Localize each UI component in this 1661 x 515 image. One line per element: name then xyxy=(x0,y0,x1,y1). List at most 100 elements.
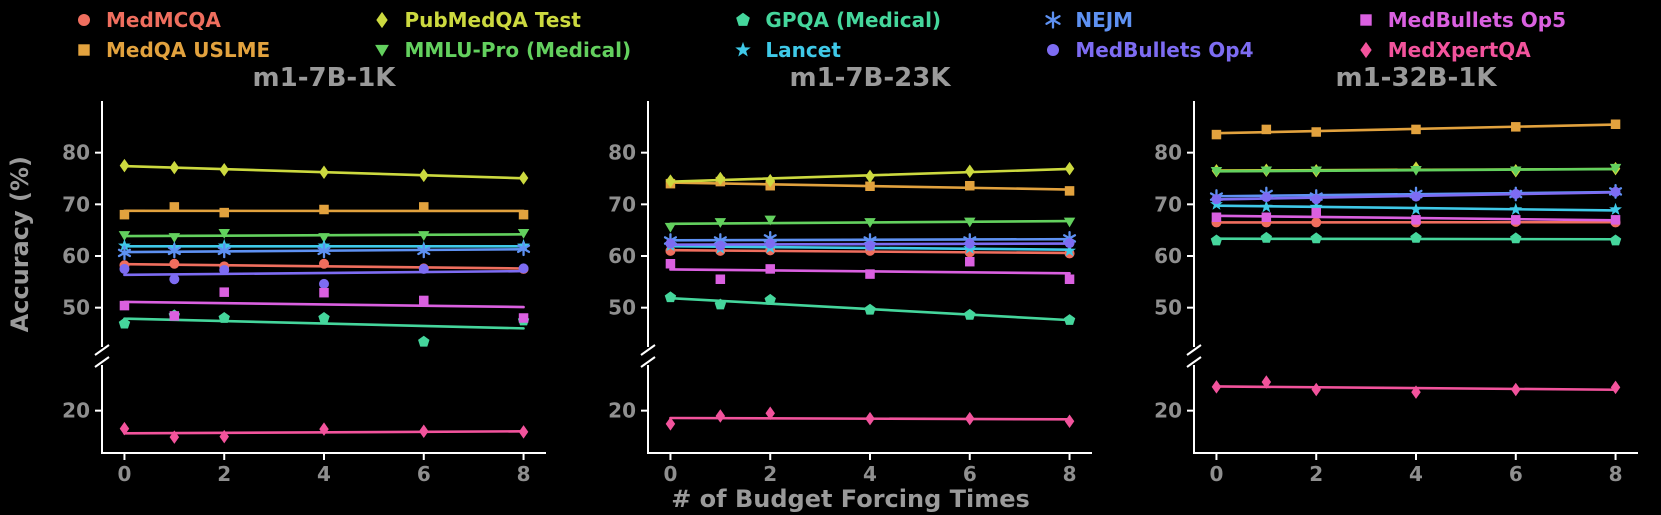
x-tick-label: 0 xyxy=(117,462,131,485)
panel-m1-7B-1K: m1-7B-1K 0 2 4 6 8 80 70 60 50 20 xyxy=(46,63,558,485)
legend-label: MedQA USLME xyxy=(106,37,271,62)
axis-break-icon xyxy=(1186,344,1202,356)
x-tick-label: 2 xyxy=(217,462,231,485)
tick-labels: 0 2 4 6 8 80 70 60 50 20 xyxy=(1154,141,1622,485)
tick-labels: 0 2 4 6 8 80 70 60 50 20 xyxy=(62,141,530,485)
series-medxpertqa xyxy=(119,421,529,444)
y-tick-label: 20 xyxy=(608,399,636,423)
x-tick-label: 4 xyxy=(863,462,877,485)
y-axis-label: Accuracy (%) xyxy=(6,155,34,333)
axes xyxy=(640,101,1092,460)
legend-label: MedBullets Op4 xyxy=(1075,37,1254,62)
series-gpqa-medical xyxy=(118,309,530,347)
pentagon-marker-icon xyxy=(736,12,751,26)
legend-label: MedXpertQA xyxy=(1387,37,1531,62)
axis-break-icon xyxy=(94,344,110,356)
y-tick-label: 60 xyxy=(608,244,636,268)
y-tick-label: 70 xyxy=(608,192,636,216)
y-tick-label: 80 xyxy=(608,141,636,165)
legend-label: PubMedQA Test xyxy=(404,7,581,32)
y-tick-label: 70 xyxy=(1154,192,1182,216)
legend: MedMCQA MedQA USLME PubMedQA Test MMLU-Pro … xyxy=(0,0,1661,63)
axis-break-icon xyxy=(640,344,656,356)
series-medbullets-op4 xyxy=(1211,186,1621,205)
x-tick-label: 4 xyxy=(317,462,331,485)
x-tick-label: 0 xyxy=(1209,462,1223,485)
series-medbullets-op5 xyxy=(665,256,1075,284)
x-tick-label: 2 xyxy=(763,462,777,485)
series-pubmedqa-test xyxy=(665,161,1075,188)
x-tick-label: 8 xyxy=(1609,462,1623,485)
legend-item-medmcqa: MedMCQA xyxy=(72,6,270,33)
series-medbullets-op4 xyxy=(665,238,1075,251)
series-medbullets-op4 xyxy=(119,263,529,289)
legend-label: MedBullets Op5 xyxy=(1387,7,1566,32)
series-medqa-uslme xyxy=(1211,119,1621,140)
star-marker-icon xyxy=(735,41,752,57)
axis-break-icon xyxy=(94,356,110,368)
y-tick-label: 20 xyxy=(1154,399,1182,423)
y-tick-label: 50 xyxy=(1154,296,1182,320)
legend-item-nejm: NEJM xyxy=(1041,6,1253,33)
tick-labels: 0 2 4 6 8 80 70 60 50 20 xyxy=(608,141,1076,485)
series-gpqa-medical xyxy=(664,291,1076,325)
x-tick-label: 4 xyxy=(1409,462,1423,485)
x-tick-label: 0 xyxy=(663,462,677,485)
legend-item-medbullets-op4: MedBullets Op4 xyxy=(1041,36,1254,63)
y-tick-label: 70 xyxy=(62,192,90,216)
legend-item-medbullets-op5: MedBullets Op5 xyxy=(1354,6,1566,33)
x-axis-label: # of Budget Forcing Times xyxy=(671,485,1030,513)
legend-label: MedMCQA xyxy=(106,7,221,32)
legend-column: NEJM MedBullets Op4 xyxy=(1041,6,1254,63)
diamond-marker-icon xyxy=(1360,41,1372,58)
y-tick-label: 50 xyxy=(62,296,90,320)
diamond-marker-icon xyxy=(376,11,389,28)
legend-item-medxpertqa: MedXpertQA xyxy=(1354,36,1566,63)
series-mmlu-pro-medical xyxy=(118,229,530,243)
legend-label: Lancet xyxy=(765,37,841,62)
panel-m1-7B-23K: m1-7B-23K 0 2 4 6 8 80 70 60 50 20 xyxy=(592,63,1104,485)
square-marker-icon xyxy=(1360,13,1372,26)
axes xyxy=(1186,101,1638,460)
legend-item-lancet: Lancet xyxy=(731,36,941,63)
x-tick-label: 6 xyxy=(963,462,977,485)
legend-item-gpqa-medical: GPQA (Medical) xyxy=(731,6,941,33)
x-tick-label: 2 xyxy=(1309,462,1323,485)
series-medxpertqa xyxy=(1211,375,1621,399)
y-tick-label: 80 xyxy=(62,141,90,165)
square-marker-icon xyxy=(78,43,90,56)
x-tick-label: 8 xyxy=(517,462,531,485)
legend-item-mmlu-pro-medical: MMLU-Pro (Medical) xyxy=(370,36,631,63)
legend-label: NEJM xyxy=(1075,7,1134,32)
series-medxpertqa xyxy=(665,406,1075,431)
y-tick-label: 50 xyxy=(608,296,636,320)
legend-item-pubmedqa-test: PubMedQA Test xyxy=(370,6,631,33)
series-trend-line xyxy=(123,317,525,330)
legend-column: GPQA (Medical) Lancet xyxy=(731,6,941,63)
legend-column: PubMedQA Test MMLU-Pro (Medical) xyxy=(370,6,631,63)
x-tick-label: 6 xyxy=(1509,462,1523,485)
series-medbullets-op5 xyxy=(119,287,529,323)
triangle-down-marker-icon xyxy=(375,44,390,57)
series-mmlu-pro-medical xyxy=(664,215,1076,233)
plot-panel-3: 0 2 4 6 8 80 70 60 50 20 xyxy=(1154,101,1638,485)
panel-m1-32B-1K: m1-32B-1K 0 2 4 6 8 80 70 60 50 20 xyxy=(1138,63,1650,485)
series-medbullets-op5 xyxy=(1211,207,1621,225)
legend-label: GPQA (Medical) xyxy=(765,7,942,32)
series-gpqa-medical xyxy=(1210,231,1622,246)
legend-label: MMLU-Pro (Medical) xyxy=(404,37,632,62)
plot-panel-2: 0 2 4 6 8 80 70 60 50 20 xyxy=(608,101,1092,485)
x-tick-label: 6 xyxy=(417,462,431,485)
circle-marker-icon xyxy=(78,13,90,26)
charts-row: Accuracy (%) m1-7B-1K 0 2 4 6 8 80 70 60 50 20 m1… xyxy=(0,63,1661,485)
y-tick-label: 60 xyxy=(62,244,90,268)
plot-panel-1: 0 2 4 6 8 80 70 60 50 20 xyxy=(62,101,546,485)
y-tick-label: 20 xyxy=(62,399,90,423)
axis-break-icon xyxy=(1186,356,1202,368)
legend-column: MedBullets Op5 MedXpertQA xyxy=(1354,6,1566,63)
y-tick-label: 60 xyxy=(1154,244,1182,268)
legend-item-medqa-uslme: MedQA USLME xyxy=(72,36,270,63)
x-tick-label: 8 xyxy=(1063,462,1077,485)
asterisk-marker-icon xyxy=(1045,10,1061,29)
